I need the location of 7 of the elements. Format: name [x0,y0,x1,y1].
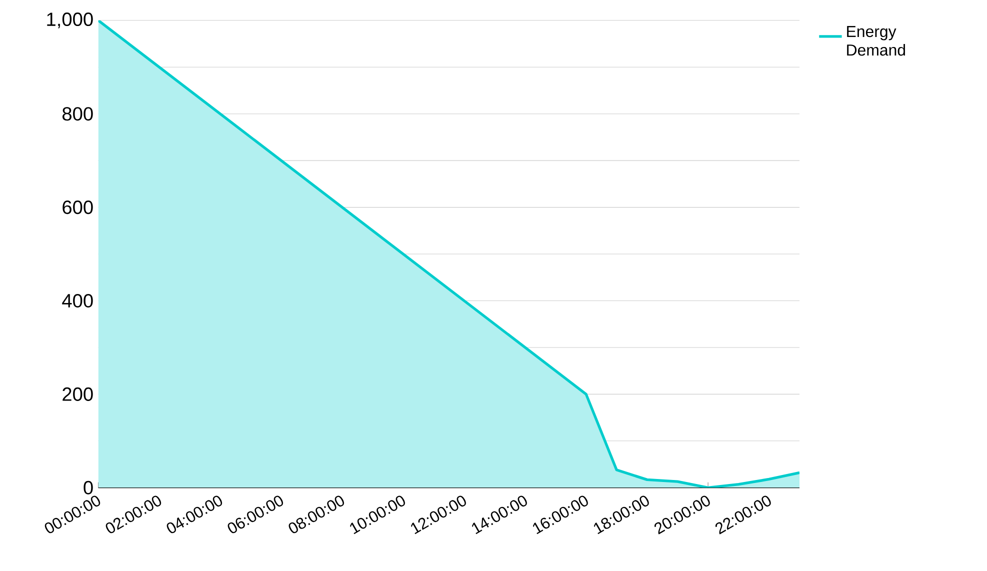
y-tick-label: 200 [62,388,93,402]
y-tick-label: 0 [84,480,93,494]
y-tick-label: 600 [62,200,93,214]
y-tick-label: 800 [62,107,93,121]
legend-label: Energy Demand [847,26,905,56]
y-tick-label: 400 [62,294,93,308]
y-tick-label: 1,000 [47,12,93,28]
